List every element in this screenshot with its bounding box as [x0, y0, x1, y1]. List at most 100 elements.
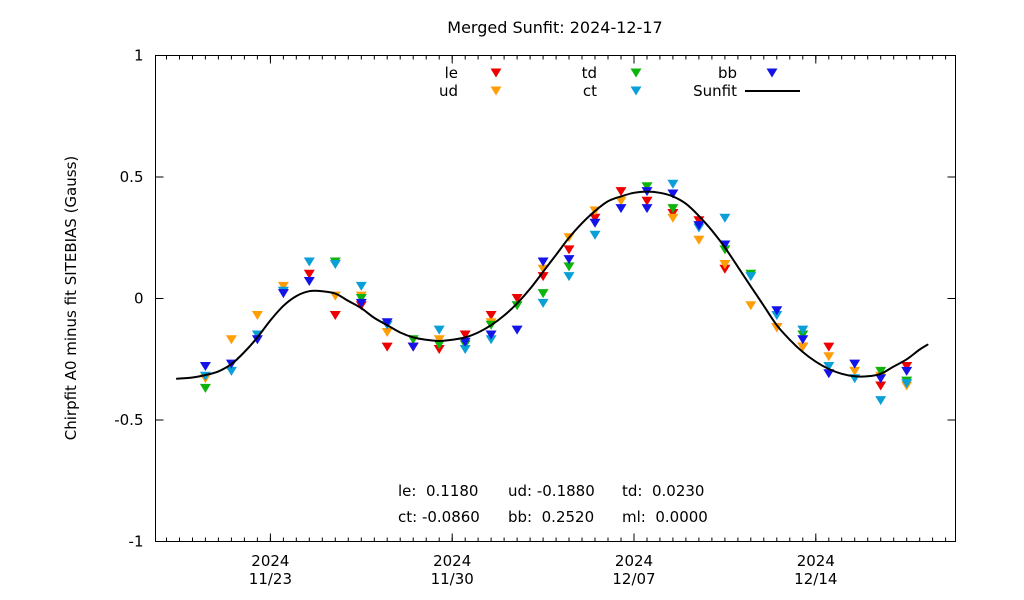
x-tick-label-date: 11/30 [431, 570, 474, 588]
data-point-ct [355, 281, 367, 291]
legend-label-bb: bb [718, 64, 737, 82]
stats-annotation: le: 0.1180 ud: -0.1880 td: 0.0230 ct: -0.08… [398, 482, 708, 526]
data-point-ct [823, 362, 835, 371]
data-point-bb [511, 325, 523, 335]
data-point-bb [693, 221, 705, 231]
x-tick-label-year: 2024 [251, 552, 289, 570]
data-point-ct [745, 272, 757, 282]
data-point-td [355, 294, 367, 303]
data-point-bb [355, 298, 367, 308]
y-tick-label: 1 [134, 47, 144, 65]
data-point-td [797, 330, 809, 340]
data-point-td [199, 383, 211, 393]
data-point-le [433, 345, 445, 354]
data-point-ct [667, 179, 679, 189]
chart-title: Merged Sunfit: 2024-12-17 [447, 18, 662, 37]
data-point-ud [745, 301, 757, 311]
legend-marker-ct [630, 86, 642, 96]
sunfit-line [175, 190, 929, 380]
data-point-ud [849, 366, 861, 376]
data-point-bb [641, 204, 653, 214]
data-point-bb [667, 189, 679, 199]
data-point-ud [433, 335, 445, 345]
x-tick-label-date: 12/07 [612, 570, 655, 588]
legend-marker-td [630, 68, 642, 78]
data-point-td [641, 182, 653, 192]
data-point-ud [797, 342, 809, 352]
legend-label-le: le [445, 64, 458, 82]
data-point-ct [771, 311, 783, 320]
data-point-ud [615, 196, 627, 206]
data-point-ud [823, 352, 835, 362]
data-point-bb [459, 337, 471, 347]
data-point-le [589, 213, 601, 223]
data-point-le [901, 362, 913, 371]
stats-text-r2c2: bb: 0.2520 [508, 508, 594, 526]
x-tick-label-date: 12/14 [794, 570, 837, 588]
data-point-ud [277, 281, 289, 291]
data-point-bb [537, 257, 549, 267]
data-point-td [537, 289, 549, 299]
legend-marker-bb [766, 68, 778, 78]
data-point-td [433, 340, 445, 350]
data-point-bb [563, 255, 575, 265]
data-point-ct [563, 272, 575, 282]
data-point-le [875, 381, 887, 391]
data-point-td [563, 262, 575, 272]
data-point-le [563, 245, 575, 255]
data-point-ct [589, 230, 601, 240]
data-point-td [511, 301, 523, 311]
data-point-td [875, 366, 887, 376]
data-point-bb [251, 335, 263, 345]
plot-border [155, 55, 956, 542]
y-tick-label: 0 [134, 290, 144, 308]
data-point-le [485, 311, 497, 320]
data-point-le [329, 311, 341, 320]
data-points [199, 179, 913, 406]
legend-marker-ud [490, 86, 502, 96]
data-point-ct [459, 345, 471, 354]
data-point-td [667, 204, 679, 214]
data-point-bb [615, 204, 627, 214]
data-point-le [511, 294, 523, 303]
data-point-le [719, 264, 731, 274]
data-point-le [667, 209, 679, 218]
data-point-bb [485, 330, 497, 340]
data-point-ct [719, 213, 731, 223]
data-point-ud [771, 323, 783, 333]
stats-text-r1c1: le: 0.1180 [398, 482, 478, 500]
data-point-bb [771, 306, 783, 316]
legend-marker-le [490, 68, 502, 78]
data-point-bb [875, 374, 887, 384]
data-point-bb [199, 362, 211, 371]
data-point-ud [225, 335, 237, 345]
y-tick-label: -1 [129, 533, 144, 551]
data-point-ud [381, 328, 393, 337]
data-point-bb [303, 277, 315, 286]
data-point-ct [875, 396, 887, 406]
x-tick-label-date: 11/23 [249, 570, 292, 588]
stats-text-r1c3: td: 0.0230 [622, 482, 704, 500]
data-point-bb [797, 335, 809, 345]
y-axis-label: Chirpfit A0 minus fit SITEBIAS (Gauss) [62, 156, 80, 441]
data-point-ud [251, 311, 263, 320]
data-point-le [641, 196, 653, 206]
legend-label-td: td [582, 64, 597, 82]
data-point-ct [433, 325, 445, 335]
stats-text-r1c2: ud: -0.1880 [508, 482, 595, 500]
stats-text-r2c1: ct: -0.0860 [398, 508, 480, 526]
legend-label-sunfit: Sunfit [693, 82, 737, 100]
data-point-ct [901, 379, 913, 389]
data-point-ct [485, 335, 497, 345]
x-tick-label-year: 2024 [433, 552, 471, 570]
stats-text-r2c3: ml: 0.0000 [622, 508, 708, 526]
data-point-le [823, 342, 835, 352]
data-point-bb [381, 318, 393, 328]
data-point-ud [693, 235, 705, 245]
data-point-bb [823, 369, 835, 379]
x-tick-label-year: 2024 [797, 552, 835, 570]
x-tick-label-year: 2024 [615, 552, 653, 570]
data-point-bb [901, 366, 913, 376]
legend-label-ct: ct [583, 82, 597, 100]
data-point-ct [329, 260, 341, 269]
